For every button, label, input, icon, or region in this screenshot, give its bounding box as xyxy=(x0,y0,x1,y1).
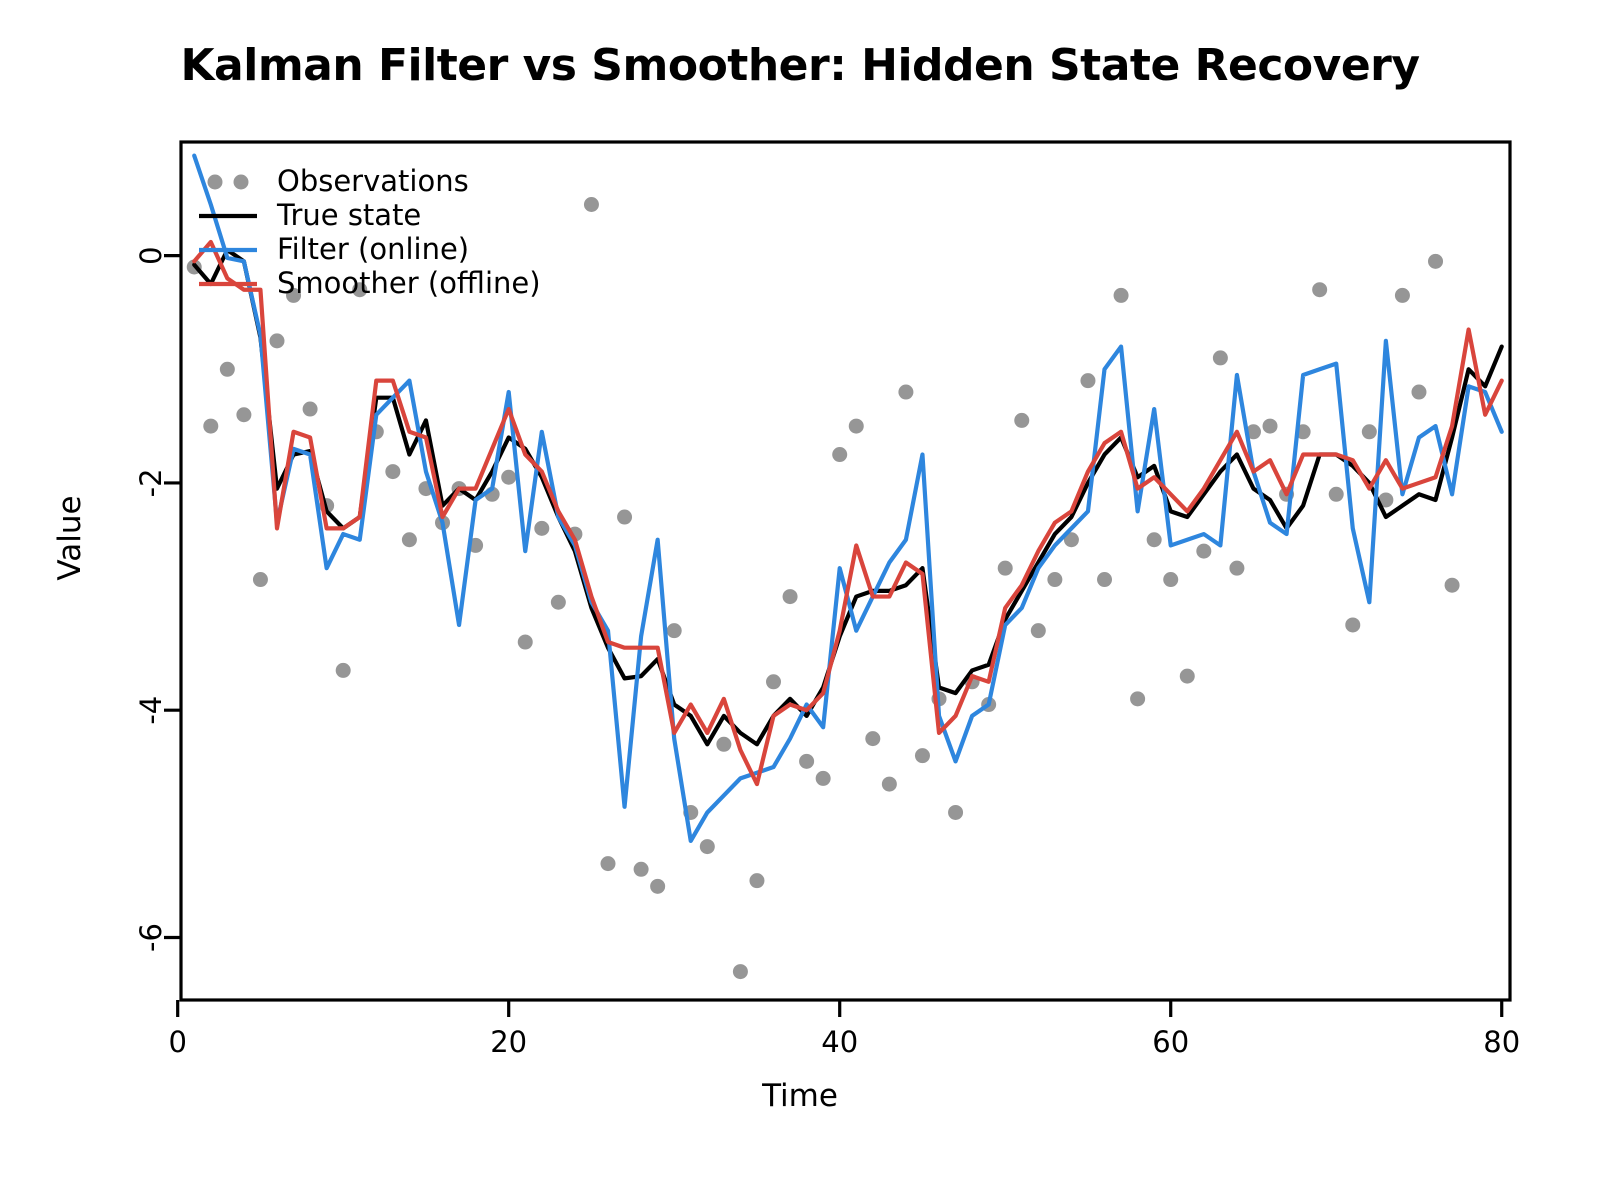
observation-point xyxy=(501,469,517,485)
observation-point xyxy=(1444,577,1460,593)
observation-point xyxy=(650,878,666,894)
observation-point xyxy=(1312,282,1328,298)
observation-point xyxy=(782,589,798,605)
observation-point xyxy=(203,418,219,434)
observation-point xyxy=(1163,572,1179,588)
observation-point xyxy=(1345,617,1361,633)
observation-point xyxy=(1328,486,1344,502)
observation-point xyxy=(550,594,566,610)
observation-point xyxy=(1146,532,1162,548)
observation-point xyxy=(1080,373,1096,389)
x-tick-label: 80 xyxy=(1483,1025,1520,1059)
x-axis-ticks: 0 20 40 60 80 xyxy=(168,1000,1520,1059)
observation-point xyxy=(1130,691,1146,707)
observation-point xyxy=(1245,424,1261,440)
observation-point xyxy=(617,509,633,525)
legend-marker-observations xyxy=(233,174,249,190)
observation-point xyxy=(1212,350,1228,366)
observation-point xyxy=(1394,287,1410,303)
observation-point xyxy=(1030,623,1046,639)
y-axis-ticks: 0 -2 -4 -6 xyxy=(134,246,181,952)
x-tick-label: 20 xyxy=(490,1025,527,1059)
observation-point xyxy=(583,197,599,213)
observation-point xyxy=(385,464,401,480)
x-tick-label: 40 xyxy=(821,1025,858,1059)
legend-label: Smoother (offline) xyxy=(277,266,541,300)
x-tick-label: 60 xyxy=(1152,1025,1189,1059)
observation-point xyxy=(881,776,897,792)
observation-point xyxy=(219,361,235,377)
observation-point xyxy=(1378,492,1394,508)
observation-point xyxy=(401,532,417,548)
observation-point xyxy=(534,520,550,536)
observation-point xyxy=(1411,384,1427,400)
observation-point xyxy=(1014,412,1030,428)
observation-point xyxy=(1229,560,1245,576)
observation-point xyxy=(815,770,831,786)
observation-point xyxy=(832,447,848,463)
observation-point xyxy=(286,287,302,303)
observation-point xyxy=(749,873,765,889)
observation-point xyxy=(1179,668,1195,684)
observation-point xyxy=(914,748,930,764)
observation-point xyxy=(666,623,682,639)
y-tick-label: 0 xyxy=(134,246,168,264)
observation-point xyxy=(799,753,815,769)
observations-scatter xyxy=(186,197,1460,980)
observation-point xyxy=(997,560,1013,576)
observation-point xyxy=(517,634,533,650)
observation-point xyxy=(302,401,318,417)
series-line-filter-online xyxy=(192,153,1504,844)
observation-point xyxy=(766,674,782,690)
observation-point xyxy=(865,731,881,747)
observation-point xyxy=(848,418,864,434)
series-line-smoother-offline xyxy=(192,239,1504,787)
observation-point xyxy=(1262,418,1278,434)
observation-point xyxy=(236,407,252,423)
observation-point xyxy=(1428,253,1444,269)
y-tick-label: -4 xyxy=(134,696,168,725)
observation-point xyxy=(948,804,964,820)
series-line-true-state xyxy=(192,247,1504,747)
observation-point xyxy=(1113,287,1129,303)
observation-point xyxy=(898,384,914,400)
observation-point xyxy=(699,839,715,855)
observation-point xyxy=(633,861,649,877)
x-axis-label: Time xyxy=(762,1078,838,1114)
observation-point xyxy=(1097,572,1113,588)
y-tick-label: -2 xyxy=(134,468,168,497)
observation-point xyxy=(269,333,285,349)
observation-point xyxy=(352,282,368,298)
observation-point xyxy=(600,856,616,872)
legend-label: Observations xyxy=(277,164,469,198)
x-tick-label: 0 xyxy=(168,1025,186,1059)
observation-point xyxy=(1361,424,1377,440)
observation-point xyxy=(1196,543,1212,559)
observation-point xyxy=(732,964,748,980)
observation-point xyxy=(335,662,351,678)
legend-label: True state xyxy=(276,198,421,232)
chart-title: Kalman Filter vs Smoother: Hidden State … xyxy=(180,40,1420,91)
observation-point xyxy=(252,572,268,588)
legend-marker-observations xyxy=(207,174,223,190)
y-tick-label: -6 xyxy=(134,923,168,952)
observation-point xyxy=(1047,572,1063,588)
series-lines xyxy=(192,153,1504,844)
observation-point xyxy=(716,736,732,752)
observation-point xyxy=(1063,532,1079,548)
plot-frame xyxy=(179,140,1512,1002)
legend-label: Filter (online) xyxy=(277,232,469,266)
